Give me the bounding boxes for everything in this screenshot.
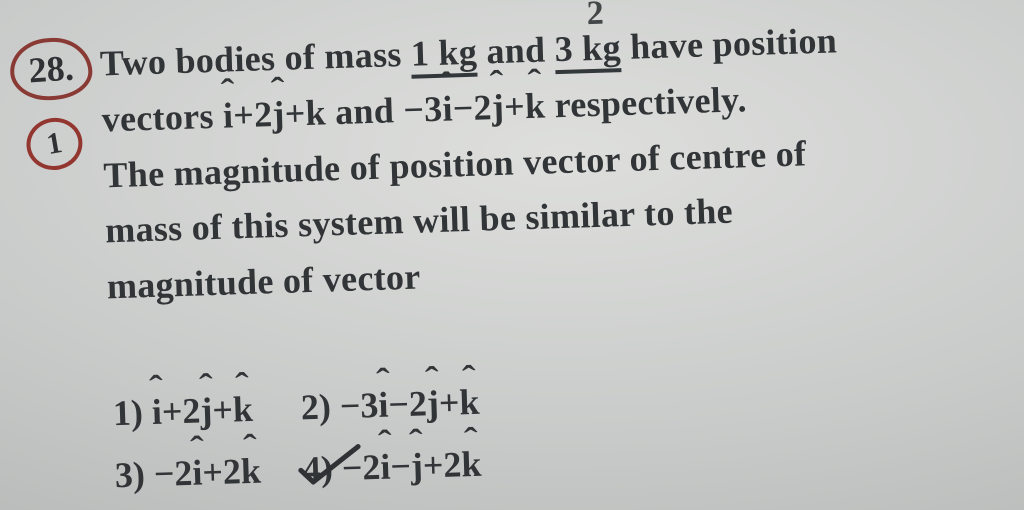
- i-hat: i: [222, 88, 234, 144]
- index-circle-label: 1: [44, 126, 65, 162]
- coef: −2: [153, 453, 193, 494]
- k-hat: k: [524, 78, 546, 134]
- text: and: [325, 90, 404, 132]
- i-hat: i: [151, 385, 163, 441]
- coef: +2: [202, 451, 242, 492]
- j-hat: j: [272, 87, 286, 143]
- question-text: Two bodies of mass 1 kg and 3 kg have po…: [99, 8, 1024, 316]
- index-circle: 1: [22, 114, 86, 175]
- coef: +: [284, 93, 306, 134]
- k-hat: k: [240, 443, 262, 499]
- i-hat: i: [379, 439, 391, 495]
- mass-2: 3 kg: [554, 27, 622, 74]
- text: have position: [620, 20, 837, 67]
- coef: +: [504, 86, 526, 127]
- j-hat: j: [426, 376, 440, 432]
- coef: +2: [233, 94, 273, 135]
- question-number: 28.: [27, 47, 75, 92]
- coef: −3: [403, 89, 443, 130]
- option-label: 2): [300, 386, 340, 427]
- text: vectors: [101, 95, 224, 139]
- option-1: 1) i+2j+k: [112, 378, 300, 444]
- question-number-circle: 28.: [8, 35, 94, 102]
- text: respectively.: [545, 79, 748, 125]
- j-hat: j: [410, 438, 424, 494]
- i-hat: i: [192, 445, 204, 501]
- options-table: 1) i+2j+k 2) −3i−2j+k 3) −2i+2k 4) −2i−j…: [110, 369, 524, 507]
- coef: +2: [422, 444, 462, 485]
- coef: −2: [341, 447, 381, 488]
- i-hat: i: [442, 81, 454, 137]
- coef: +: [212, 389, 234, 430]
- page: 2 28. 1 Two bodies of mass 1 kg and 3 kg…: [0, 0, 1024, 510]
- coef: −: [390, 446, 412, 487]
- option-3: 3) −2i+2k: [114, 440, 302, 506]
- j-hat: j: [491, 80, 505, 136]
- k: k: [305, 92, 327, 133]
- coef: +: [438, 382, 460, 423]
- coef: −2: [452, 87, 492, 128]
- option-label: 3): [114, 454, 154, 495]
- option-4: 4) −2i−j+2k: [302, 433, 522, 500]
- option-label: 4): [302, 448, 342, 489]
- text: Two bodies of mass: [99, 34, 411, 84]
- option-label: 1): [112, 392, 152, 433]
- coef: −3: [339, 385, 379, 426]
- k-hat: k: [460, 437, 482, 493]
